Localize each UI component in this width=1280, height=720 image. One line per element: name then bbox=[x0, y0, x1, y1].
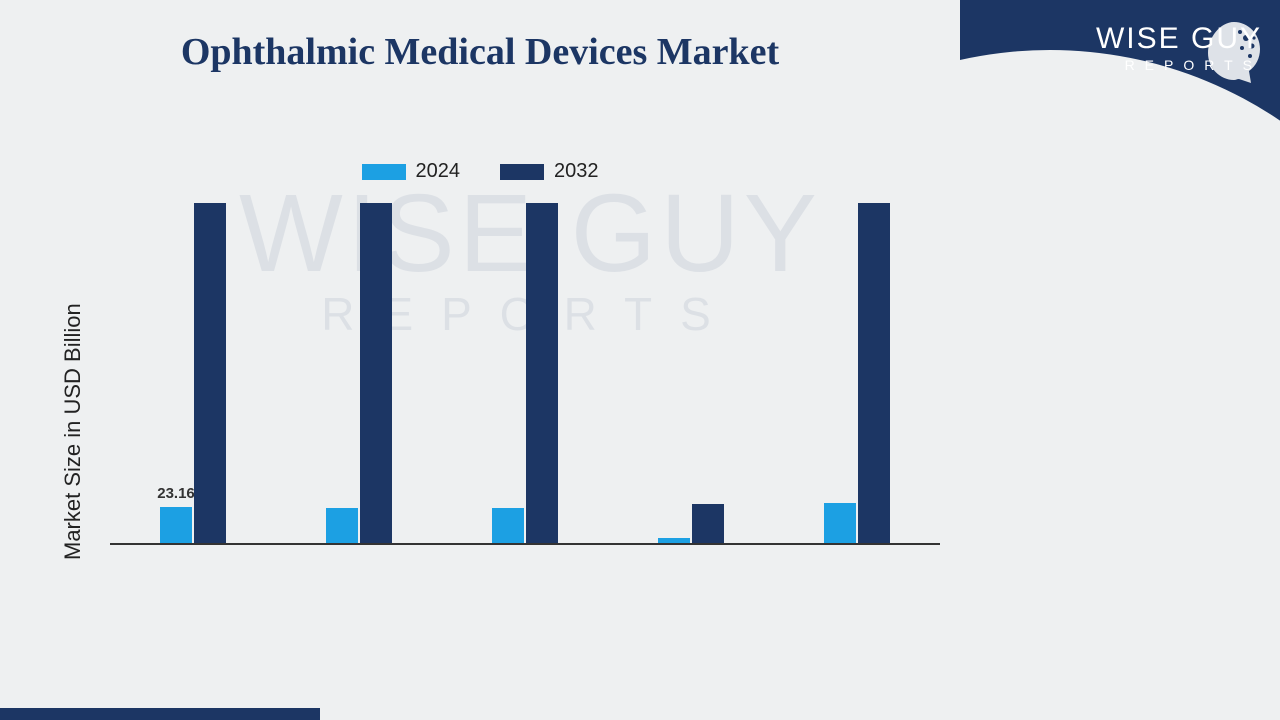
plot-area: 23.16EUROPEASIAPACIFICNORTHAMERICASOUTHA… bbox=[110, 190, 940, 545]
x-axis-baseline bbox=[110, 543, 940, 545]
bar bbox=[526, 203, 558, 543]
bar: 23.16 bbox=[160, 507, 192, 543]
brand-line2: REPORTS bbox=[1096, 58, 1262, 72]
legend: 2024 2032 bbox=[0, 160, 960, 183]
legend-swatch-0 bbox=[362, 164, 406, 180]
legend-swatch-1 bbox=[500, 164, 544, 180]
brand-logo: WISE GUY REPORTS bbox=[1096, 24, 1262, 72]
legend-item-0: 2024 bbox=[362, 160, 461, 183]
bar bbox=[858, 203, 890, 543]
brand-line1: WISE GUY bbox=[1096, 24, 1262, 54]
legend-label-0: 2024 bbox=[416, 160, 461, 183]
bar bbox=[492, 508, 524, 544]
chart-canvas: WISE GUY REPORTS WISE GUY REPORTS Ophtha… bbox=[0, 0, 1280, 720]
chart-title: Ophthalmic Medical Devices Market bbox=[0, 30, 960, 74]
bottom-strip bbox=[0, 708, 320, 720]
bar bbox=[658, 538, 690, 543]
bar bbox=[360, 203, 392, 543]
bar bbox=[194, 203, 226, 543]
bar-value-label: 23.16 bbox=[157, 485, 195, 502]
legend-item-1: 2032 bbox=[500, 160, 599, 183]
y-axis-label: Market Size in USD Billion bbox=[60, 303, 86, 560]
bar bbox=[326, 508, 358, 544]
legend-label-1: 2032 bbox=[554, 160, 599, 183]
bar bbox=[692, 504, 724, 543]
bar bbox=[824, 503, 856, 543]
